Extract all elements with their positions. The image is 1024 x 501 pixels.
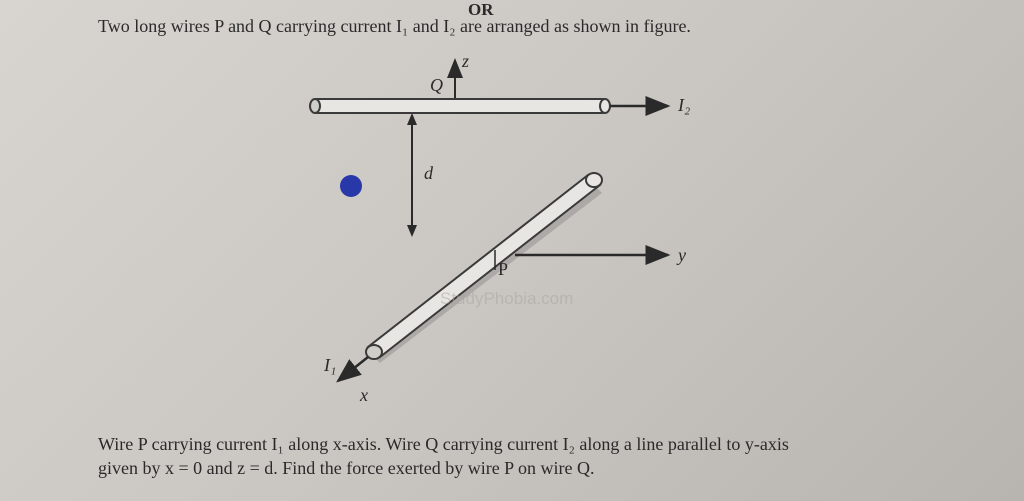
problem-line-2: Wire P carrying current I₁ along x-axis.… bbox=[98, 432, 789, 457]
label-x: x bbox=[360, 385, 368, 406]
label-P: P bbox=[498, 259, 508, 280]
label-Q: Q bbox=[430, 75, 443, 96]
physics-diagram: z Q I₂ d P y I₁ x StudyPhobia.com bbox=[280, 55, 720, 415]
problem-line-3: given by x = 0 and z = d. Find the force… bbox=[98, 456, 595, 481]
label-I2: I₂ bbox=[678, 95, 690, 116]
blue-dot bbox=[340, 175, 362, 197]
label-I1: I₁ bbox=[324, 355, 336, 376]
problem-line-1: Two long wires P and Q carrying current … bbox=[98, 14, 691, 39]
label-y: y bbox=[678, 245, 686, 266]
watermark: StudyPhobia.com bbox=[440, 289, 573, 309]
label-d: d bbox=[424, 163, 433, 184]
label-z: z bbox=[462, 51, 469, 72]
